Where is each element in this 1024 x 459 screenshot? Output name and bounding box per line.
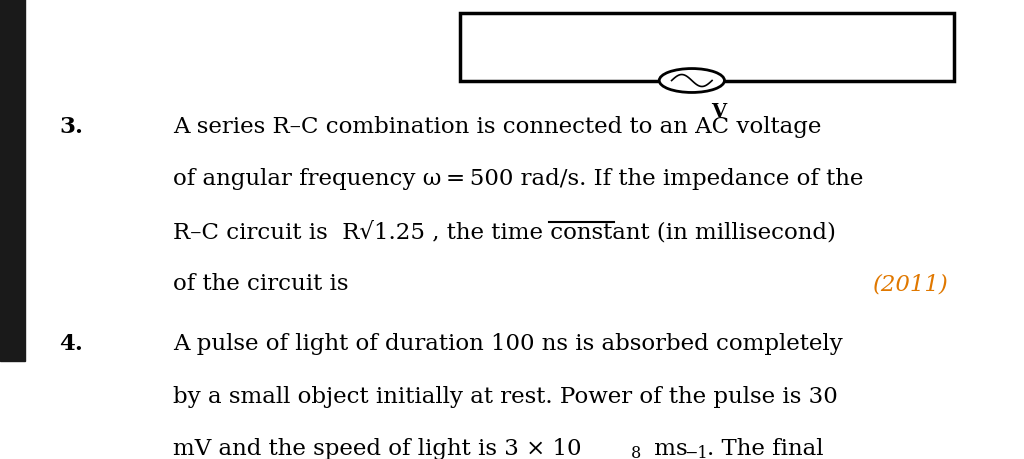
Text: −1: −1	[684, 444, 708, 459]
Text: by a small object initially at rest. Power of the pulse is 30: by a small object initially at rest. Pow…	[173, 385, 838, 407]
Text: 3.: 3.	[59, 116, 83, 138]
Text: . The final: . The final	[707, 437, 823, 459]
Text: R–C circuit is  R√1.25 , the time constant (in millisecond): R–C circuit is R√1.25 , the time constan…	[173, 220, 836, 243]
Text: 8: 8	[631, 444, 641, 459]
Text: of the circuit is: of the circuit is	[173, 273, 348, 295]
Text: V: V	[712, 103, 727, 121]
Bar	[0, 0, 25, 361]
Text: (2011): (2011)	[873, 273, 949, 295]
Text: A pulse of light of duration 100 ns is absorbed completely: A pulse of light of duration 100 ns is a…	[173, 332, 843, 354]
Text: mV and the speed of light is 3 × 10: mV and the speed of light is 3 × 10	[173, 437, 582, 459]
Circle shape	[659, 69, 724, 93]
Text: of angular frequency ω = 500 rad/s. If the impedance of the: of angular frequency ω = 500 rad/s. If t…	[173, 168, 863, 190]
Text: 4.: 4.	[59, 332, 83, 354]
Bar	[460, 14, 953, 81]
Text: A series R–C combination is connected to an AC voltage: A series R–C combination is connected to…	[173, 116, 821, 138]
Text: ms: ms	[647, 437, 688, 459]
